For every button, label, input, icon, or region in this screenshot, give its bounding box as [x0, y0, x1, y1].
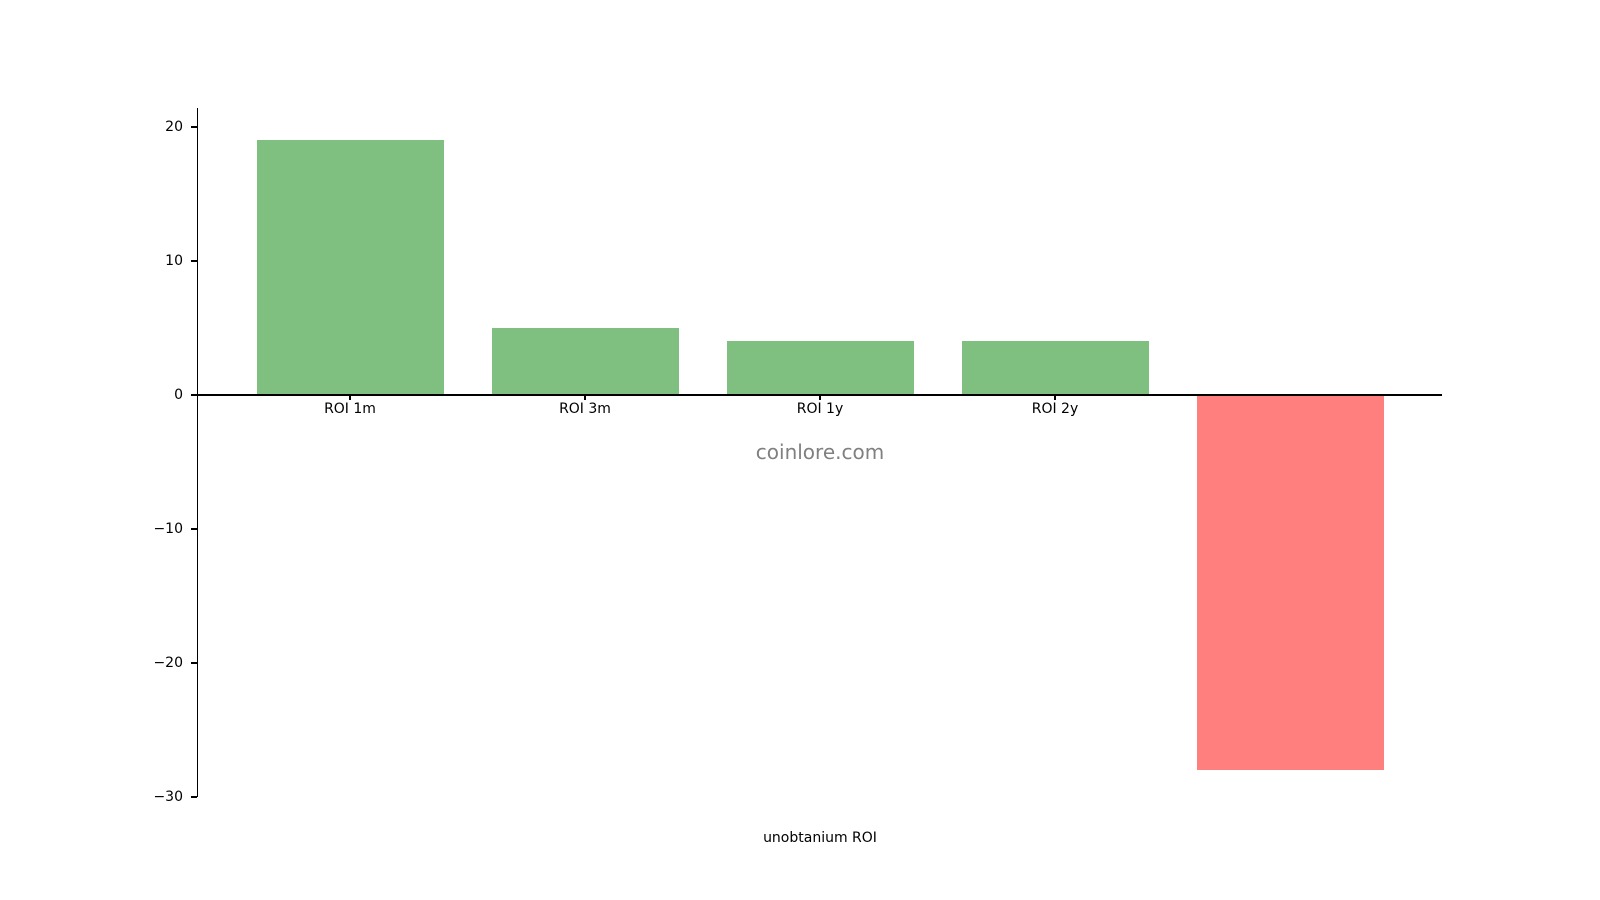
- x-axis-line: [198, 394, 1442, 396]
- bar-unlabeled-4: [1196, 394, 1384, 771]
- y-tick: [190, 126, 197, 128]
- y-tick-label: −30: [153, 789, 183, 805]
- y-tick-label: −10: [153, 520, 183, 537]
- y-tick-label: 10: [165, 252, 183, 269]
- x-tick-label-roi-2y: ROI 2y: [1031, 400, 1079, 417]
- x-tick: [584, 395, 586, 400]
- y-tick-label: −20: [153, 654, 183, 671]
- y-tick: [190, 796, 197, 798]
- x-tick-label-roi-1y: ROI 1y: [796, 400, 844, 417]
- x-axis-title: unobtanium ROI: [763, 830, 877, 846]
- bar-roi-1m: [256, 140, 444, 395]
- y-tick-label: 20: [165, 118, 183, 135]
- y-tick: [190, 260, 197, 262]
- y-tick: [190, 394, 197, 396]
- x-tick: [349, 395, 351, 400]
- y-axis-spine: [196, 108, 198, 797]
- y-tick-label: 0: [174, 386, 183, 403]
- x-tick-label-roi-3m: ROI 3m: [559, 400, 611, 417]
- x-tick: [1054, 395, 1056, 400]
- y-tick: [190, 662, 197, 664]
- bar-roi-3m: [491, 327, 679, 395]
- x-tick-label-roi-1m: ROI 1m: [324, 400, 376, 417]
- watermark: coinlore.com: [755, 440, 885, 464]
- x-tick: [819, 395, 821, 400]
- y-tick: [190, 528, 197, 530]
- bar-roi-1y: [726, 341, 914, 395]
- bar-roi-2y: [961, 341, 1149, 395]
